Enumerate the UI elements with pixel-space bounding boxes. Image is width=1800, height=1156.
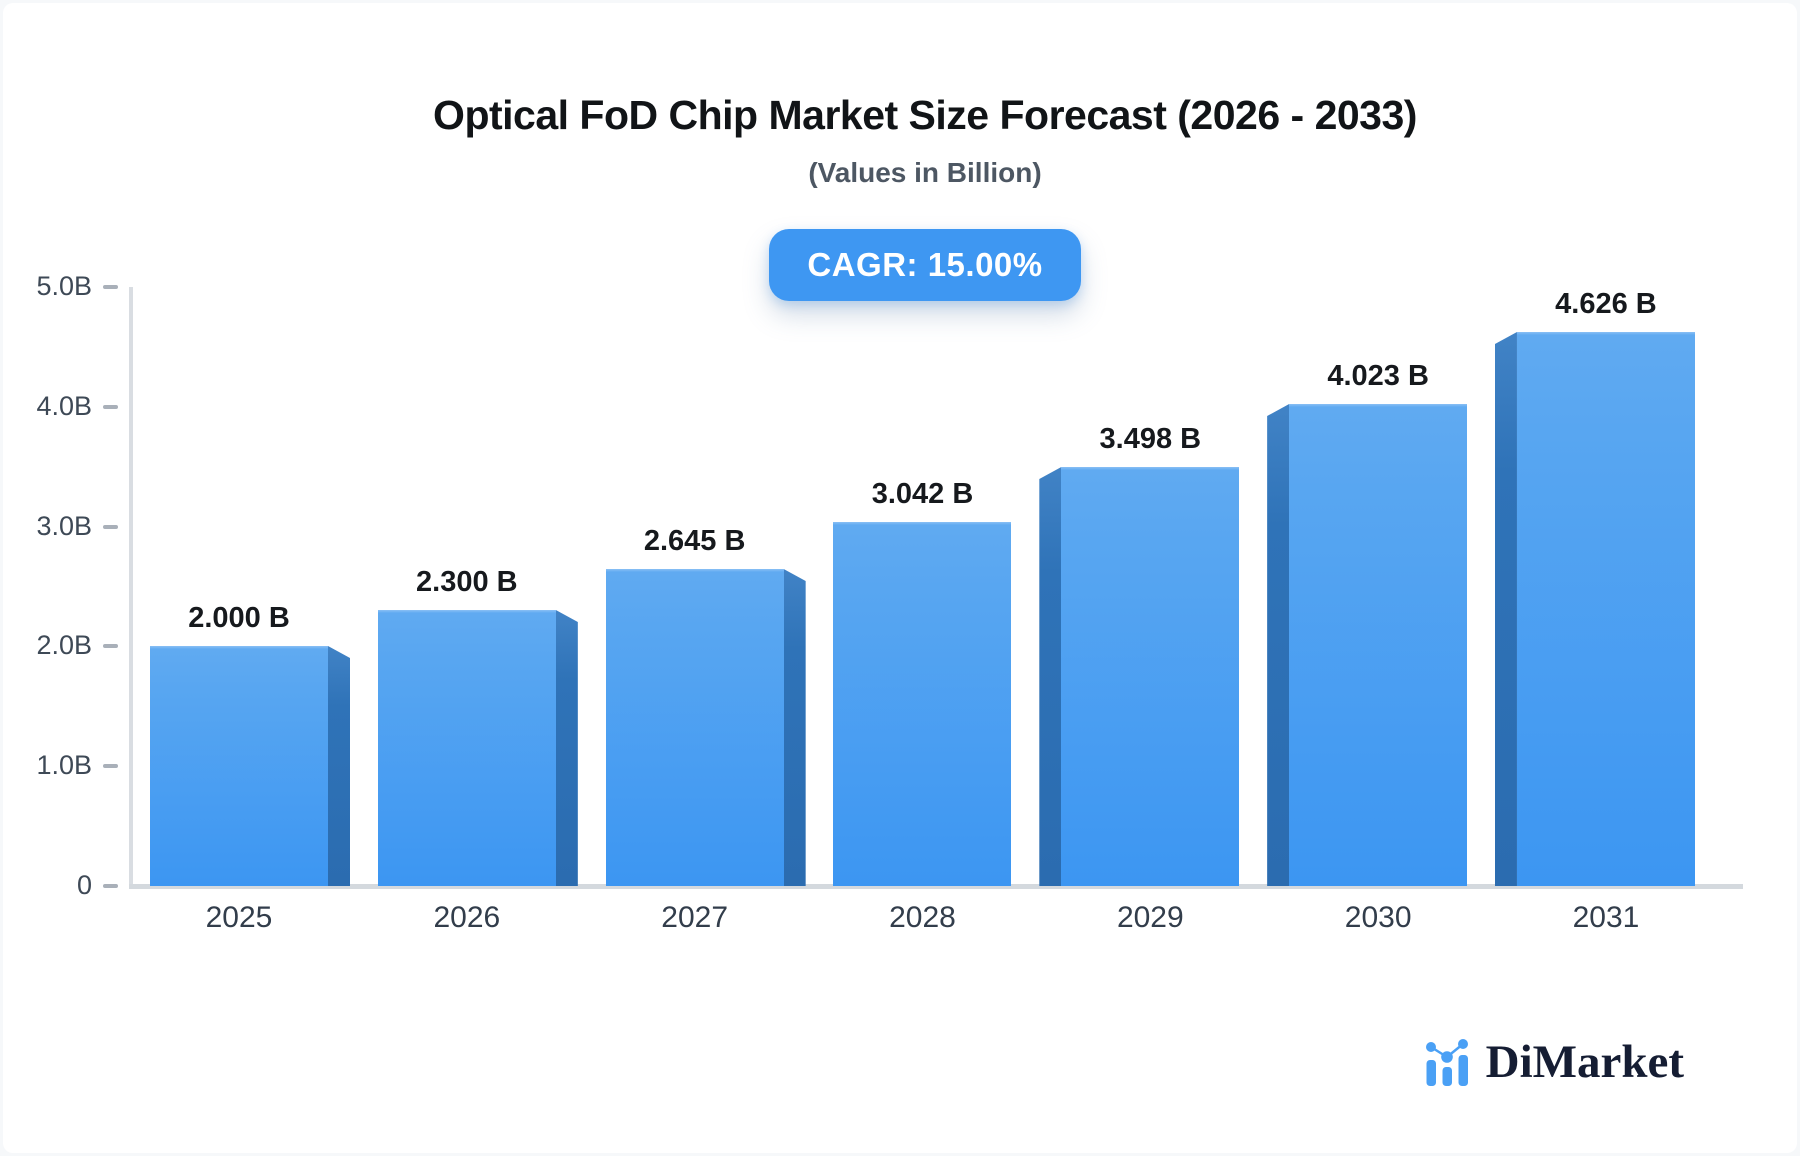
x-axis-label: 2026 [433, 901, 501, 934]
logo-wordmark: DiMarket [1485, 1036, 1684, 1088]
x-axis-label: 2025 [205, 901, 273, 934]
bar-value-label: 4.023 B [1327, 360, 1429, 392]
bar-2030 [1267, 404, 1468, 886]
bar-value-label: 2.000 B [188, 602, 290, 634]
bar-2031 [1494, 332, 1695, 886]
bar-side-face [1494, 332, 1517, 886]
x-axis-label: 2028 [889, 901, 956, 934]
bar-value-label: 3.498 B [1099, 423, 1202, 455]
page-title: Optical FoD Chip Market Size Forecast (2… [433, 92, 1417, 138]
x-axis-label: 2029 [1116, 901, 1184, 934]
bar-value-label: 2.645 B [643, 525, 746, 557]
bar-value-label: 4.626 B [1555, 288, 1657, 320]
bar-front-face [1289, 404, 1468, 886]
bar-2026 [377, 610, 578, 886]
x-axis-label: 2030 [1344, 901, 1412, 934]
chart-header: Optical FoD Chip Market Size Forecast (2… [40, 0, 1800, 301]
x-axis-label: 2027 [661, 901, 729, 934]
bar-2025 [150, 646, 350, 886]
bar-2029 [1039, 467, 1240, 886]
cagr-badge: CAGR: 15.00% [769, 229, 1081, 301]
bar-side-face [555, 610, 578, 886]
y-tick-label: 2.0B [36, 630, 92, 661]
bar-side-face [783, 569, 806, 886]
bar-front-face [1516, 332, 1695, 886]
y-tick-mark [103, 764, 118, 769]
chart-subtitle: (Values in Billion) [808, 157, 1042, 188]
bar-value-label: 3.042 B [871, 478, 974, 510]
badge-row: CAGR: 15.00% [40, 229, 1800, 301]
y-tick-label: 3.0B [36, 510, 92, 541]
y-tick-mark [103, 524, 118, 529]
bar-front-face [605, 569, 784, 886]
y-tick-mark [103, 884, 118, 888]
bar-side-face [1267, 404, 1290, 886]
x-axis-label: 2031 [1572, 901, 1640, 934]
y-tick-label: 5.0B [36, 271, 92, 301]
y-axis-line [129, 287, 133, 886]
y-tick-label: 0 [76, 870, 92, 900]
bar-front-face [377, 610, 556, 886]
y-tick-label: 1.0B [36, 750, 92, 781]
bar-value-label: 2.300 B [416, 566, 518, 598]
x-axis-line [129, 884, 1743, 889]
y-tick-mark [103, 644, 118, 649]
bar-2027 [605, 569, 806, 886]
bar-front-face [833, 522, 1012, 886]
bar-front-face [1061, 467, 1240, 886]
y-tick-mark [103, 404, 118, 409]
bar-2028 [833, 522, 1012, 886]
y-tick-label: 4.0B [36, 390, 92, 421]
bar-front-face [150, 646, 328, 886]
bar-side-face [1039, 467, 1062, 886]
y-tick-mark [103, 285, 118, 289]
bar-chart-logo-icon [1425, 1039, 1468, 1086]
bar-side-face [328, 646, 350, 886]
dimarket-logo: DiMarket [1425, 1038, 1684, 1088]
